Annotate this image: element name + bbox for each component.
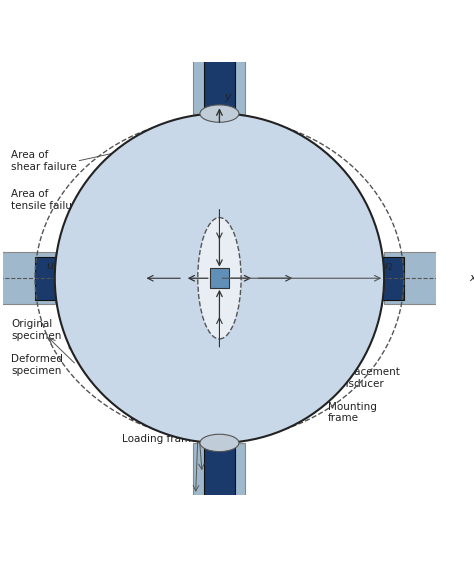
Text: $\varepsilon_x$: $\varepsilon_x$: [270, 288, 282, 300]
Text: $\sigma_x$: $\sigma_x$: [192, 288, 205, 300]
Text: $u_2$: $u_2$: [380, 261, 393, 273]
Text: $\sigma_y$: $\sigma_y$: [222, 298, 235, 310]
Text: $\varepsilon_y$: $\varepsilon_y$: [222, 327, 234, 339]
Text: $\sigma_y$: $\sigma_y$: [222, 246, 235, 259]
Bar: [204, 10, 235, 118]
Text: Area of
tensile failure: Area of tensile failure: [11, 189, 83, 211]
Text: x: x: [470, 273, 474, 283]
Ellipse shape: [200, 434, 239, 452]
Text: Original
specimen: Original specimen: [11, 319, 62, 341]
Ellipse shape: [198, 217, 241, 339]
Text: Loading frame: Loading frame: [122, 433, 198, 443]
Text: d/2: d/2: [318, 309, 335, 319]
Bar: [384, 252, 462, 304]
Bar: [380, 257, 403, 300]
Bar: [204, 438, 235, 547]
Text: $\sigma_x$: $\sigma_x$: [234, 288, 246, 300]
Text: $\varepsilon_x$: $\varepsilon_x$: [157, 288, 169, 300]
Ellipse shape: [200, 105, 239, 123]
Text: y: y: [225, 92, 231, 102]
Bar: [193, 443, 246, 529]
Text: $\varepsilon_y$: $\varepsilon_y$: [222, 217, 234, 229]
Text: $u_1$: $u_1$: [46, 261, 59, 273]
Text: Mounting
frame: Mounting frame: [328, 402, 377, 423]
Text: Deformed
specimen: Deformed specimen: [11, 354, 64, 376]
Circle shape: [55, 114, 384, 443]
Text: Area of
shear failure: Area of shear failure: [11, 151, 77, 172]
Text: Displacement
transducer: Displacement transducer: [328, 367, 400, 389]
Bar: [193, 27, 246, 114]
Bar: [0, 252, 55, 304]
Text: Loading strip: Loading strip: [130, 412, 198, 422]
Bar: [35, 257, 59, 300]
Bar: [210, 269, 229, 288]
